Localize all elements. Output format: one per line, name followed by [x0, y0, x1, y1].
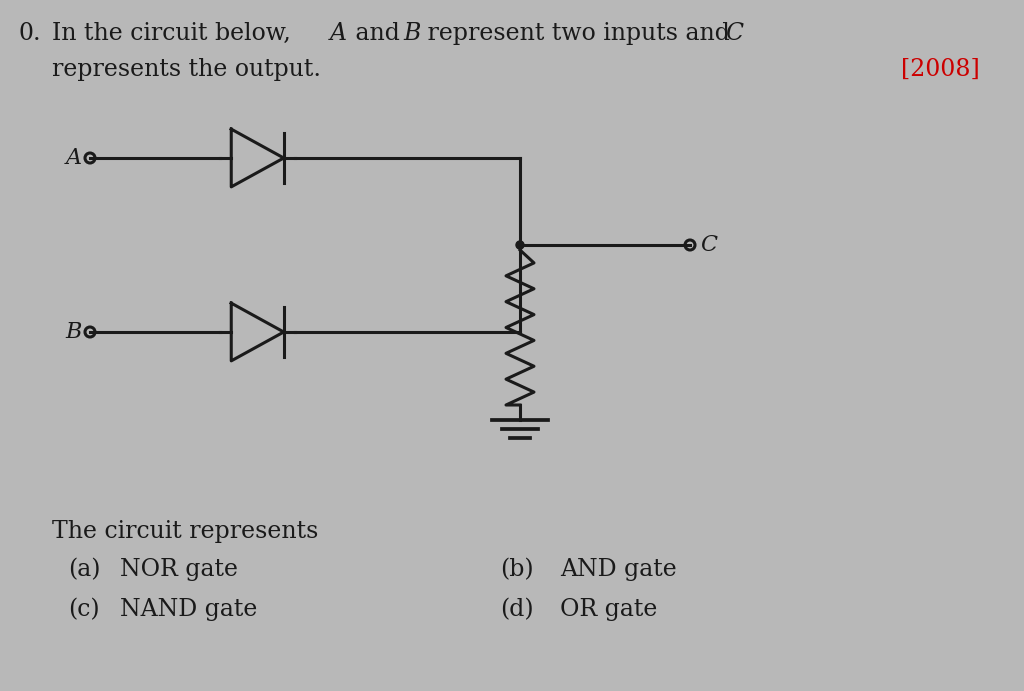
Text: A: A [330, 22, 347, 45]
Text: A: A [66, 147, 82, 169]
Text: NAND gate: NAND gate [120, 598, 257, 621]
Text: (a): (a) [68, 558, 100, 581]
Text: In the circuit below,: In the circuit below, [52, 22, 298, 45]
Text: The circuit represents: The circuit represents [52, 520, 318, 543]
Text: AND gate: AND gate [560, 558, 677, 581]
Text: (b): (b) [500, 558, 534, 581]
Circle shape [516, 241, 524, 249]
Text: [2008]: [2008] [901, 58, 980, 81]
Text: B: B [403, 22, 421, 45]
Text: (c): (c) [68, 598, 99, 621]
Text: represent two inputs and: represent two inputs and [420, 22, 737, 45]
Text: C: C [725, 22, 743, 45]
Text: C: C [700, 234, 717, 256]
Text: B: B [66, 321, 82, 343]
Text: and: and [348, 22, 408, 45]
Text: 0.: 0. [18, 22, 41, 45]
Text: OR gate: OR gate [560, 598, 657, 621]
Text: (d): (d) [500, 598, 534, 621]
Text: NOR gate: NOR gate [120, 558, 238, 581]
Text: represents the output.: represents the output. [52, 58, 321, 81]
